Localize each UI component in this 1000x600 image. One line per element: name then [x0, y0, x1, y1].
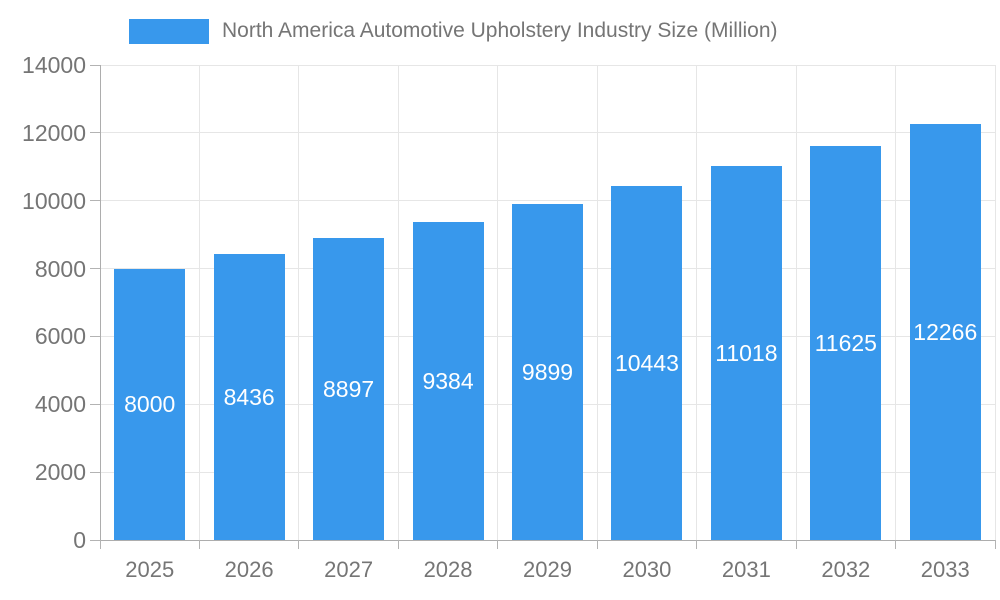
x-axis-tick [795, 540, 797, 549]
x-axis-tick [994, 540, 996, 549]
x-axis-tick [895, 540, 897, 549]
y-axis-tick [90, 539, 100, 541]
x-axis-label: 2031 [721, 557, 771, 582]
x-axis-tick [198, 540, 200, 549]
y-axis-line [100, 65, 101, 549]
y-axis-label: 0 [73, 527, 86, 553]
x-axis-label: 2032 [821, 557, 871, 582]
bar [810, 145, 882, 540]
x-axis-baseline [90, 540, 995, 541]
h-gridline [100, 132, 995, 134]
y-axis-label: 6000 [34, 323, 86, 350]
bar [611, 185, 683, 540]
y-axis-tick [90, 403, 100, 405]
v-gridline [895, 65, 897, 540]
x-axis-tick [298, 540, 300, 549]
x-axis-label: 2025 [125, 557, 175, 582]
bar-value-label: 10443 [614, 349, 679, 376]
bar-value-label: 11018 [715, 340, 778, 367]
y-axis-label: 8000 [34, 255, 86, 282]
x-axis-tick [497, 540, 499, 549]
bar [313, 238, 385, 540]
y-axis-label: 12000 [22, 119, 86, 146]
x-axis-label: 2033 [920, 557, 970, 582]
bar [909, 123, 981, 540]
legend-swatch [129, 18, 209, 44]
bar [512, 204, 583, 540]
y-axis-label: 14000 [22, 52, 86, 78]
x-axis-label: 2029 [523, 557, 572, 582]
bar-value-label: 8000 [124, 391, 176, 418]
y-axis-tick [90, 335, 100, 337]
bar-value-label: 11625 [814, 329, 877, 356]
bar-value-label: 9899 [521, 359, 574, 386]
x-axis-tick [99, 540, 101, 549]
chart-legend: North America Automotive Upholstery Indu… [129, 18, 778, 44]
bar [412, 221, 484, 540]
v-gridline [298, 65, 300, 540]
h-gridline [100, 200, 995, 202]
v-gridline [397, 65, 399, 540]
bar-value-label: 8897 [323, 376, 375, 403]
x-axis-tick [596, 540, 598, 549]
y-axis-label: 2000 [34, 459, 86, 486]
y-axis-tick [90, 64, 100, 66]
x-axis-tick [696, 540, 698, 549]
legend-label: North America Automotive Upholstery Indu… [222, 19, 778, 42]
v-gridline [198, 65, 200, 540]
bar-value-label: 8436 [223, 383, 275, 410]
v-gridline [795, 65, 797, 540]
y-axis-label: 4000 [34, 391, 86, 418]
v-gridline [596, 65, 598, 540]
v-gridline [696, 65, 698, 540]
y-axis-tick [90, 471, 100, 473]
plot-area: 8000 8436 8897 9384 9899 10443 11018 11625 12266 [100, 64, 996, 540]
bar-value-label: 9384 [422, 367, 474, 394]
y-axis-tick [90, 132, 100, 134]
x-axis-label: 2026 [224, 557, 274, 582]
bar [213, 253, 285, 540]
y-axis-tick [90, 268, 100, 270]
bar [710, 166, 782, 540]
x-axis-label: 2030 [622, 557, 672, 582]
y-axis-label: 10000 [22, 187, 86, 214]
bar-value-label: 12266 [913, 318, 978, 345]
x-axis-tick [397, 540, 399, 549]
x-axis-label: 2027 [324, 557, 374, 582]
v-gridline [994, 65, 996, 540]
y-axis-tick [90, 200, 100, 202]
bar [114, 268, 186, 540]
x-axis-label: 2028 [423, 557, 473, 582]
h-gridline [100, 64, 995, 66]
v-gridline [497, 65, 499, 540]
